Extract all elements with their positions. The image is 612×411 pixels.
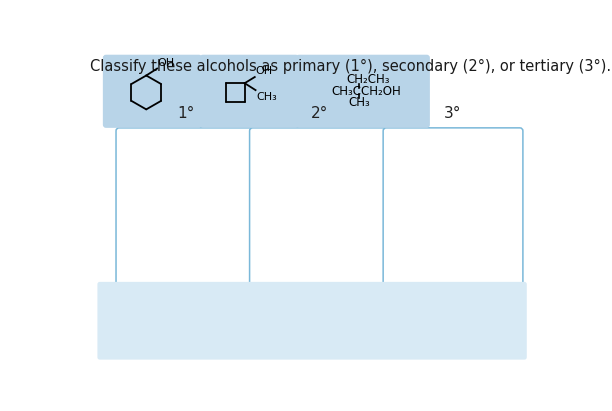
FancyBboxPatch shape [97,282,527,360]
Text: CH₃CCH₂OH: CH₃CCH₂OH [332,85,401,98]
Text: 1°: 1° [177,106,195,121]
Text: CH₃: CH₃ [256,92,277,102]
FancyBboxPatch shape [200,55,299,128]
Text: Classify these alcohols as primary (1°), secondary (2°), or tertiary (3°).: Classify these alcohols as primary (1°),… [91,59,611,74]
Text: 3°: 3° [444,106,462,121]
FancyBboxPatch shape [116,128,256,323]
Text: CH₂CH₃: CH₂CH₃ [346,73,390,86]
FancyBboxPatch shape [103,55,202,128]
Text: 2°: 2° [311,106,328,121]
FancyBboxPatch shape [296,55,430,128]
FancyBboxPatch shape [250,128,389,323]
FancyBboxPatch shape [383,128,523,323]
Text: OH: OH [158,58,175,68]
Text: OH: OH [256,66,273,76]
Text: CH₃: CH₃ [348,96,370,109]
